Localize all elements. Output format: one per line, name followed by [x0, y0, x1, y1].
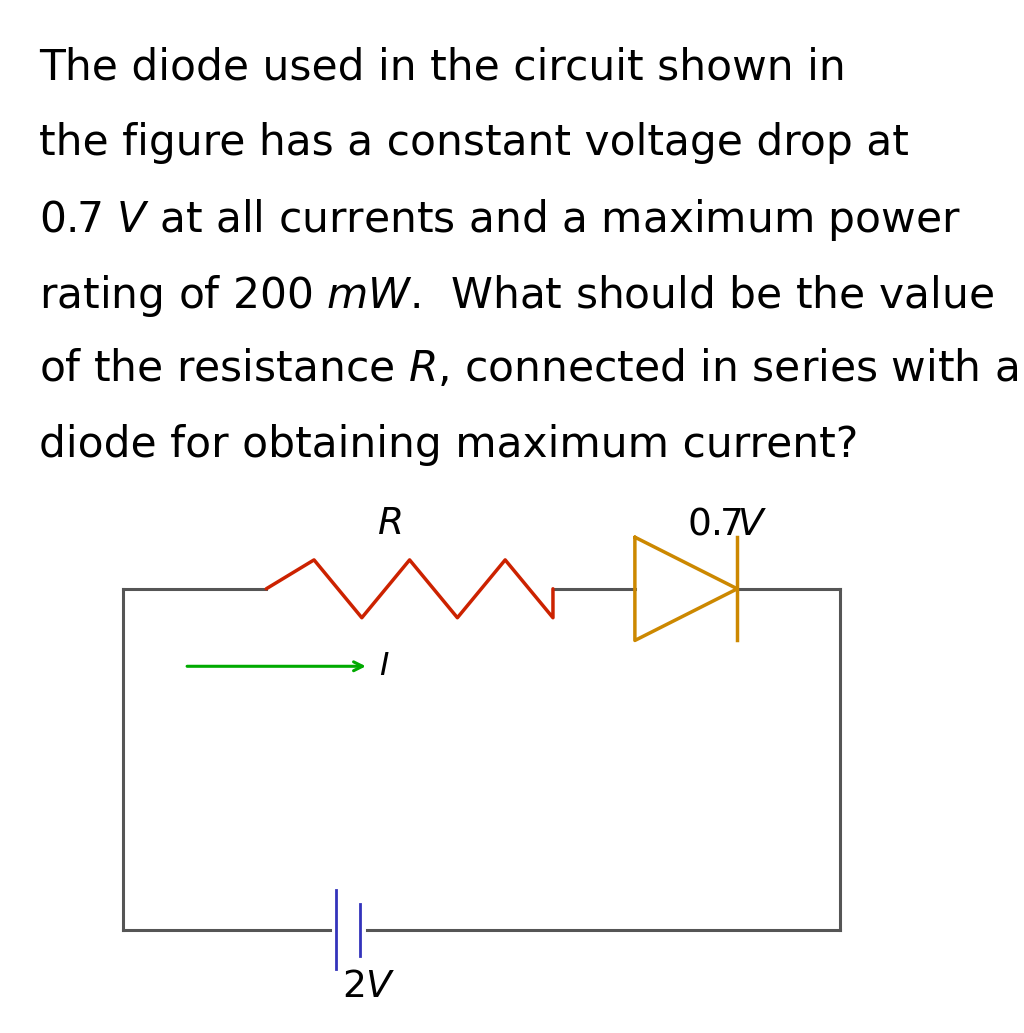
Text: $R$: $R$ [377, 506, 401, 542]
Text: The diode used in the circuit shown in: The diode used in the circuit shown in [39, 46, 846, 89]
Text: rating of 200 $mW$.  What should be the value: rating of 200 $mW$. What should be the v… [39, 273, 994, 319]
Text: of the resistance $R$, connected in series with a: of the resistance $R$, connected in seri… [39, 348, 1018, 390]
Text: $I$: $I$ [379, 651, 389, 682]
Text: 0.7 $V$ at all currents and a maximum power: 0.7 $V$ at all currents and a maximum po… [39, 197, 961, 244]
Text: diode for obtaining maximum current?: diode for obtaining maximum current? [39, 424, 858, 466]
Text: $2V$: $2V$ [342, 969, 395, 1005]
Text: $0.7V$: $0.7V$ [687, 506, 767, 542]
Text: the figure has a constant voltage drop at: the figure has a constant voltage drop a… [39, 122, 908, 164]
